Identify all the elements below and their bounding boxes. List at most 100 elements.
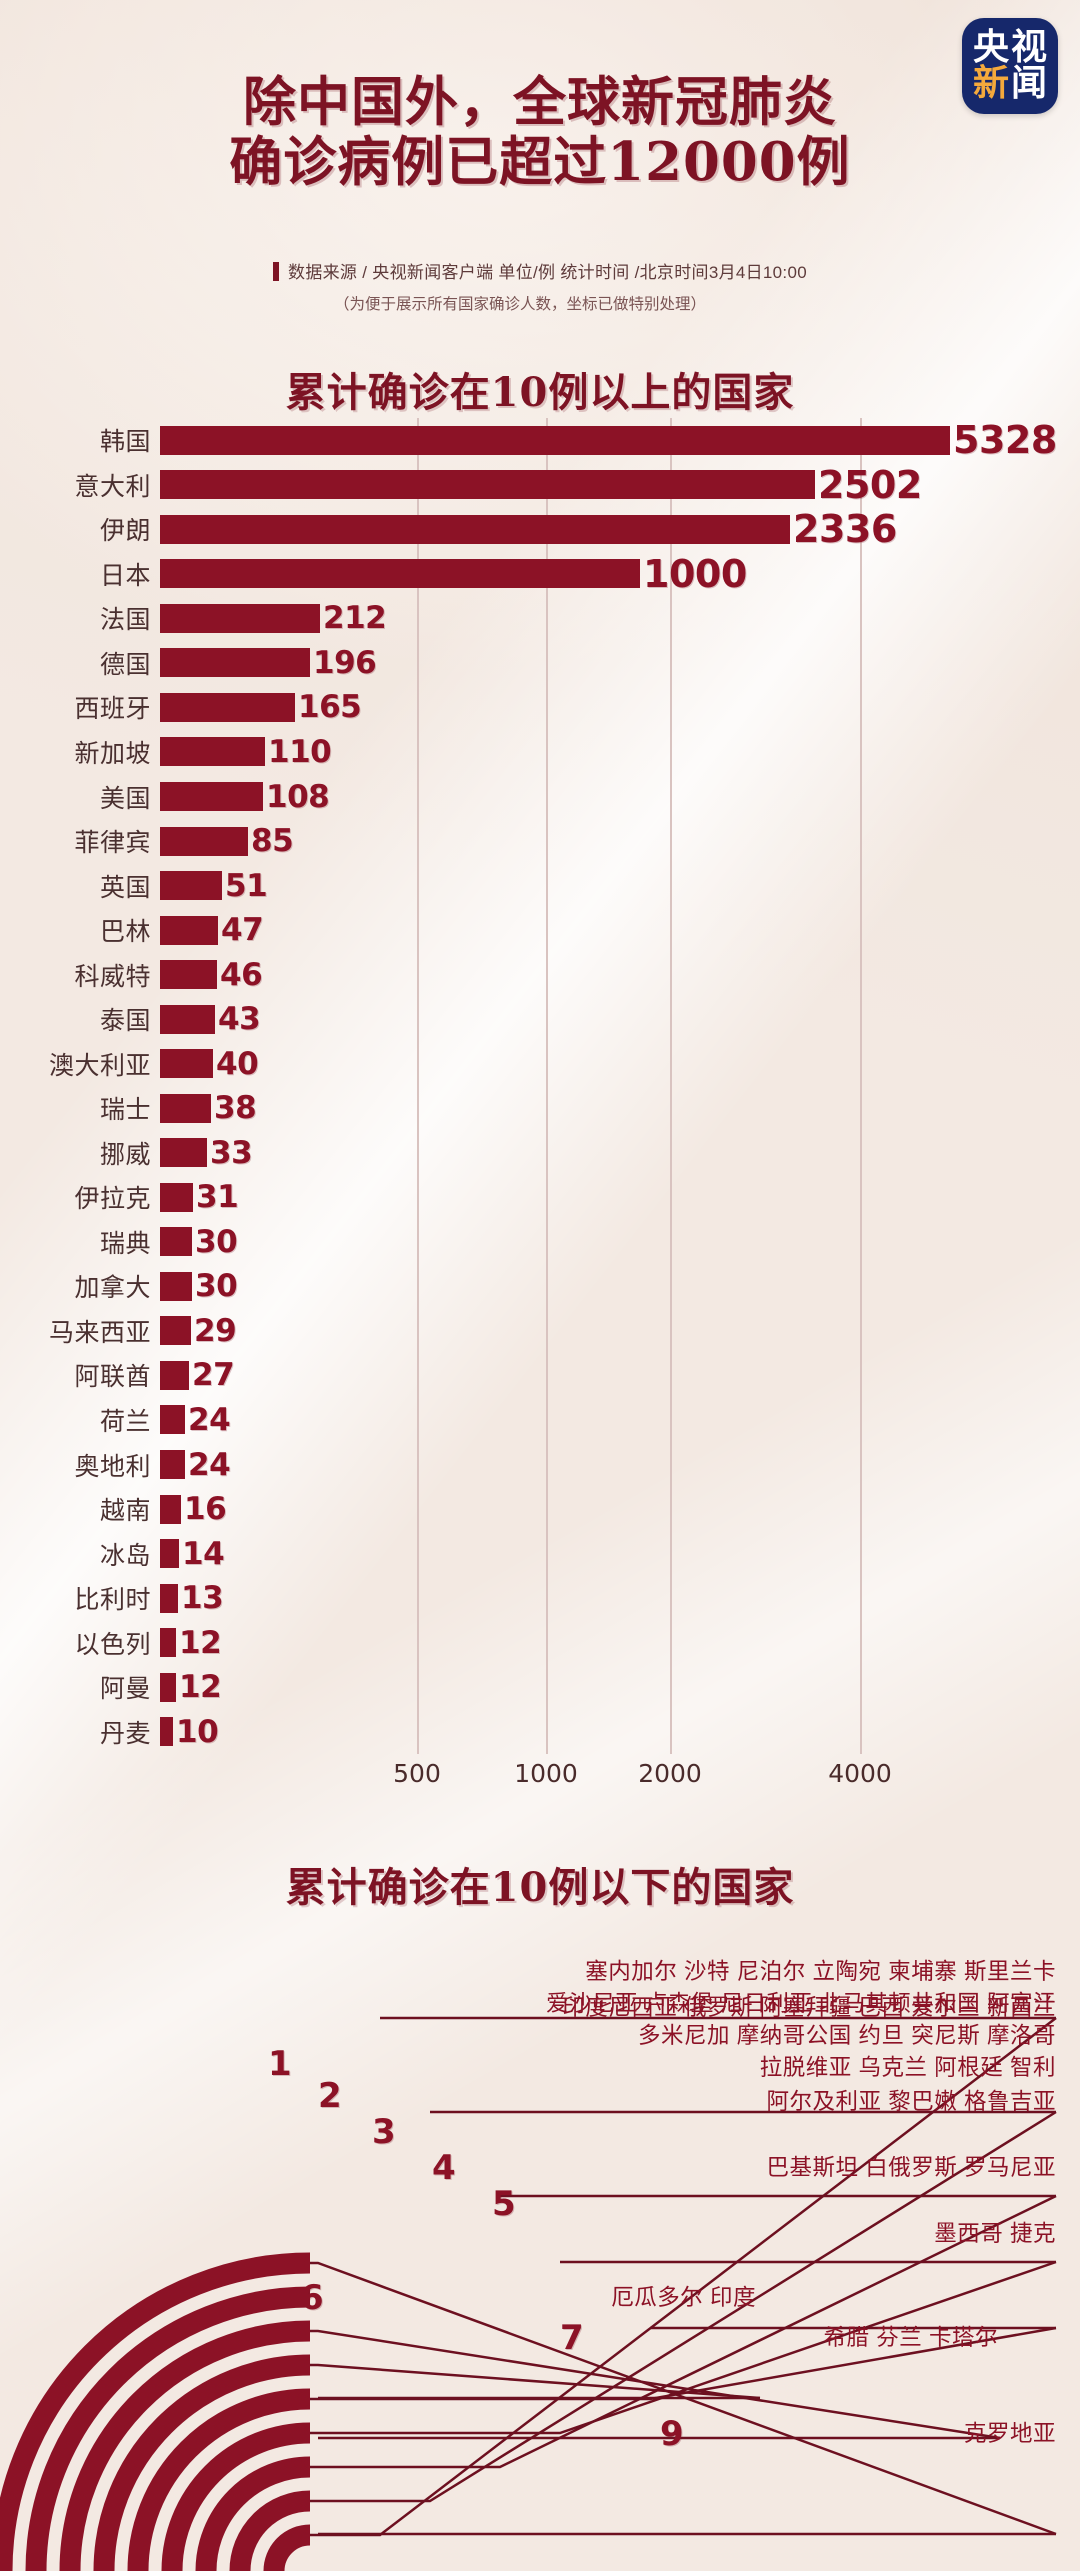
bar-value-label: 43 — [218, 1001, 261, 1038]
fan-group-countries: 阿尔及利亚 黎巴嫩 格鲁吉亚 — [766, 2086, 1056, 2118]
fan-group-countries: 希腊 芬兰 卡塔尔 — [823, 2322, 998, 2354]
fan-connector — [310, 2329, 1001, 2440]
bar-value-label: 12 — [179, 1624, 222, 1661]
bar — [160, 559, 640, 589]
fan-group-countries: 印度尼西亚 俄罗斯 阿塞拜疆 巴西 爱尔兰 新西兰 — [562, 1992, 1056, 2024]
bar-row: 瑞典 30 — [0, 1220, 1080, 1265]
fan-arc — [229, 2490, 311, 2571]
source-text: 数据来源 / 央视新闻客户端 单位/例 统计时间 /北京时间3月4日10:00 — [288, 263, 807, 282]
bar — [160, 648, 310, 678]
x-axis-tick-label: 1000 — [514, 1759, 578, 1788]
fan-arc — [195, 2456, 311, 2571]
fan-group-country-line: 印度尼西亚 俄罗斯 阿塞拜疆 巴西 爱尔兰 新西兰 — [562, 1995, 1056, 2020]
fan-arc — [127, 2388, 311, 2571]
x-axis-tick-label: 500 — [393, 1759, 441, 1788]
bar-row: 法国 212 — [0, 596, 1080, 641]
bar-row-label: 以色列 — [74, 1630, 151, 1659]
section-title-below-ten: 累计确诊在10例以下的国家 — [285, 1864, 795, 1911]
bar-value-label: 10 — [176, 1713, 219, 1750]
logo-line-2: 新 闻 — [973, 66, 1047, 102]
bar-value-label: 108 — [266, 778, 330, 815]
bar-row-label: 科威特 — [74, 962, 151, 991]
bar-value-label: 47 — [221, 912, 264, 949]
bar-value-label: 33 — [210, 1134, 253, 1171]
fan-group-number: 6 — [300, 2278, 324, 2318]
bar-row-label: 阿曼 — [99, 1675, 151, 1704]
bar-value-label: 38 — [214, 1090, 257, 1127]
bar — [160, 1360, 189, 1390]
bar — [160, 1450, 185, 1480]
fan-group-number: 4 — [432, 2148, 456, 2188]
bar — [160, 1182, 193, 1212]
bar-row-label: 荷兰 — [99, 1407, 151, 1436]
fan-group-label: 印度尼西亚 俄罗斯 阿塞拜疆 巴西 爱尔兰 新西兰 — [562, 1992, 1056, 2024]
grid-line — [860, 418, 862, 1754]
bar-row: 越南 16 — [0, 1487, 1080, 1532]
fan-group-label: 巴基斯坦 白俄罗斯 罗马尼亚 — [766, 2152, 1056, 2184]
fan-group-countries: 巴基斯坦 白俄罗斯 罗马尼亚 — [766, 2152, 1056, 2184]
bar-row-label: 比利时 — [74, 1586, 151, 1615]
bar-row-label: 韩国 — [99, 428, 151, 457]
bar-value-label: 212 — [323, 600, 387, 637]
bar — [160, 470, 815, 500]
fan-group-country-line: 爱沙尼亚 卢森堡 尼日利亚 北马其顿共和国 阿富汗 — [545, 1990, 1056, 2016]
bar-row-label: 阿联酋 — [74, 1363, 151, 1392]
fan-group-number: 3 — [372, 2112, 396, 2152]
bar-value-label: 24 — [188, 1446, 231, 1483]
bar-row-label: 澳大利亚 — [48, 1051, 151, 1080]
bar-row: 菲律宾 85 — [0, 819, 1080, 864]
bar-row: 丹麦 10 — [0, 1709, 1080, 1754]
bar-row-label: 意大利 — [74, 472, 151, 501]
bar — [160, 1717, 173, 1747]
bar-row-label: 加拿大 — [74, 1274, 151, 1303]
bar-row-label: 英国 — [99, 873, 151, 902]
bar-row-label: 丹麦 — [99, 1719, 151, 1748]
bar-row-label: 德国 — [99, 650, 151, 679]
fan-group-countries: 塞内加尔 沙特 尼泊尔 立陶宛 柬埔寨 斯里兰卡 爱沙尼亚 卢森堡 尼日利亚 北马… — [546, 1956, 1056, 2084]
bar — [160, 1138, 207, 1168]
bar-row: 德国 196 — [0, 641, 1080, 686]
bar-row-label: 伊拉克 — [74, 1185, 151, 1214]
fan-arc — [263, 2524, 311, 2571]
bar — [160, 1227, 192, 1257]
bar — [160, 1405, 185, 1435]
bar-row-label: 越南 — [99, 1497, 151, 1526]
bar-value-label: 1000 — [643, 551, 747, 596]
bar-row: 冰岛 14 — [0, 1531, 1080, 1576]
fan-group-label: 阿尔及利亚 黎巴嫩 格鲁吉亚 — [766, 2086, 1056, 2118]
fan-group-number: 9 — [660, 2414, 684, 2454]
fan-group-label: 厄瓜多尔 印度 — [611, 2282, 756, 2314]
bar-row: 巴林 47 — [0, 908, 1080, 953]
fan-connector — [310, 2110, 1057, 2503]
bar-value-label: 29 — [194, 1312, 237, 1349]
bar-row-label: 伊朗 — [99, 517, 151, 546]
bar-row: 意大利 2502 — [0, 463, 1080, 508]
bar-row-label: 奥地利 — [74, 1452, 151, 1481]
source-accent-bar — [273, 262, 280, 281]
bar-row-label: 马来西亚 — [48, 1318, 151, 1347]
fan-group-country-line: 克罗地亚 — [963, 2421, 1056, 2446]
bar-value-label: 27 — [192, 1357, 235, 1394]
bar-value-label: 40 — [216, 1045, 259, 1082]
bar-row-label: 菲律宾 — [74, 829, 151, 858]
bar-row-label: 日本 — [99, 561, 151, 590]
fan-group-country-line: 巴基斯坦 白俄罗斯 罗马尼亚 — [766, 2155, 1056, 2180]
bar-row: 阿曼 12 — [0, 1665, 1080, 1710]
bar-value-label: 12 — [179, 1669, 222, 1706]
bar-row: 伊朗 2336 — [0, 507, 1080, 552]
bar — [160, 826, 248, 856]
fan-connector — [310, 2363, 761, 2400]
logo-line-1: 央 视 — [973, 30, 1047, 66]
bar — [160, 1539, 179, 1569]
bar-row: 奥地利 24 — [0, 1442, 1080, 1487]
fan-group-countries: 克罗地亚 — [964, 2418, 1056, 2450]
bar-row: 澳大利亚 40 — [0, 1041, 1080, 1086]
bar — [160, 1271, 192, 1301]
bar-value-label: 110 — [268, 733, 332, 770]
bar-row-label: 法国 — [99, 606, 151, 635]
fan-connector — [310, 2194, 1057, 2469]
bar-row: 新加坡 110 — [0, 730, 1080, 775]
fan-connector — [310, 2260, 1057, 2435]
fan-arc — [93, 2354, 311, 2571]
